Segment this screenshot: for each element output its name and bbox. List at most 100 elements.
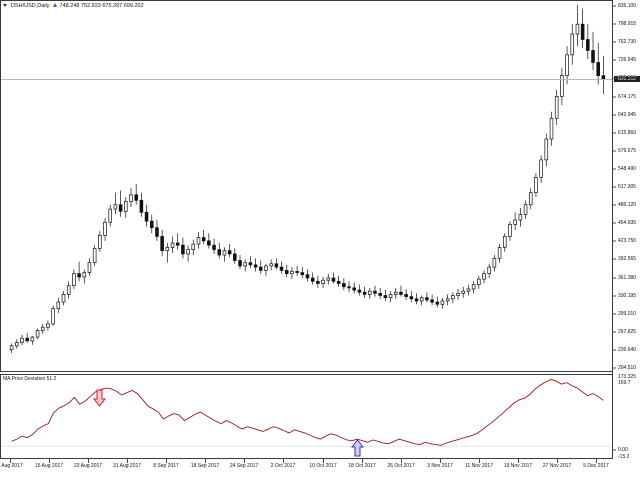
- price-tick-mark: [613, 23, 616, 25]
- price-tick-label: 267.825: [618, 328, 637, 335]
- candle-body: [435, 301, 440, 305]
- candle-body: [477, 278, 481, 285]
- symbol-bar[interactable]: DSH/USD,Daily 748.248 752.923 675.397 69…: [0, 0, 640, 11]
- date-tick-label: 15 Aug 2017: [34, 463, 64, 469]
- candle-body: [103, 221, 107, 236]
- candle-body: [207, 240, 211, 246]
- candle-body: [528, 192, 533, 206]
- date-tick-label: 3 Nov 2017: [427, 463, 453, 469]
- date-tick-label: 23 Aug 2017: [73, 463, 103, 469]
- candle-body: [196, 237, 201, 245]
- candle-body: [227, 250, 232, 255]
- candle-body: [139, 199, 144, 213]
- candle-body: [393, 291, 398, 295]
- date-tick-mark: [166, 459, 167, 463]
- price-tick-label: 423.750: [618, 238, 637, 245]
- candle-body: [149, 220, 154, 229]
- candle-body: [425, 297, 429, 301]
- price-tick-mark: [613, 204, 616, 206]
- candle-body: [181, 244, 185, 255]
- candle-body: [144, 212, 149, 222]
- date-tick-label: 10 Oct 2017: [309, 463, 337, 469]
- candle-body: [487, 266, 491, 274]
- candle-body: [46, 323, 50, 328]
- candle-body: [124, 201, 128, 212]
- price-tick-label: 330.195: [618, 292, 637, 299]
- candle-body: [419, 297, 424, 302]
- price-tick-label: 204.510: [618, 365, 637, 371]
- candle-body: [326, 277, 331, 281]
- date-tick-label: 24 Sep 2017: [229, 463, 259, 469]
- candle-body: [160, 236, 164, 252]
- candle-body: [253, 264, 258, 268]
- candle-body: [310, 277, 315, 282]
- candle-body: [414, 298, 419, 302]
- candle-body: [373, 290, 377, 294]
- date-tick-mark: [49, 459, 50, 463]
- candle-body: [336, 280, 341, 284]
- price-tick-label: 454.935: [618, 220, 637, 227]
- date-tick-mark: [127, 459, 128, 463]
- symbol-label: DSH/USD,Daily: [11, 2, 50, 9]
- candle-body: [170, 242, 175, 248]
- date-tick-label: 18 Oct 2017: [348, 463, 376, 469]
- triangle-down-icon[interactable]: [3, 4, 7, 7]
- date-tick-mark: [479, 459, 480, 463]
- candle-body: [134, 194, 138, 201]
- price-tick-mark: [613, 59, 616, 61]
- candle-body: [518, 214, 523, 221]
- candle-body: [201, 237, 206, 242]
- candle-body: [596, 62, 600, 76]
- candle-body: [35, 330, 40, 338]
- candle-body: [502, 236, 507, 248]
- candle-body: [461, 290, 466, 294]
- candle-body: [305, 274, 310, 279]
- candle-body: [321, 279, 325, 284]
- candle-body: [523, 204, 528, 215]
- candle-body: [539, 159, 543, 178]
- candle-body: [108, 208, 113, 223]
- price-tick-label: 642.945: [618, 111, 637, 118]
- candle-body: [186, 249, 190, 255]
- candle-body: [383, 295, 388, 299]
- price-tick-mark: [613, 313, 616, 315]
- date-tick-mark: [244, 459, 245, 463]
- date-tick-label: 7 Aug 2017: [0, 463, 23, 469]
- candle-body: [482, 273, 486, 280]
- price-tick-label: 299.010: [618, 310, 637, 317]
- price-tick-label: 615.860: [618, 129, 637, 136]
- price-tick-label: 361.380: [618, 274, 637, 281]
- candle-body: [580, 23, 585, 40]
- price-scale-divider: [612, 0, 613, 459]
- candle-body: [155, 227, 159, 237]
- date-tick-mark: [362, 459, 363, 463]
- price-tick-label: 726.545: [618, 57, 637, 64]
- candle-body: [513, 219, 517, 225]
- candle-body: [451, 295, 455, 300]
- date-tick-mark: [283, 459, 284, 463]
- date-tick-label: 5 Dec 2017: [583, 463, 609, 469]
- candle-body: [20, 337, 24, 343]
- candle-body: [113, 204, 118, 210]
- candle-body: [399, 291, 403, 295]
- candle-body: [56, 301, 61, 309]
- candle-body: [25, 337, 29, 342]
- candlestick-series: [9, 5, 606, 353]
- candle-body: [316, 280, 320, 284]
- indicator-tick-label: 173.325: [618, 374, 637, 380]
- candle-body: [409, 296, 414, 300]
- current-price-line: [1, 79, 612, 81]
- candle-body: [388, 294, 393, 299]
- price-tick-mark: [613, 132, 616, 134]
- candle-body: [118, 204, 123, 212]
- price-tick-mark: [613, 41, 616, 43]
- candle-body: [129, 194, 133, 202]
- date-tick-mark: [518, 459, 519, 463]
- candle-body: [40, 326, 45, 331]
- price-tick-mark: [613, 96, 616, 97]
- candle-body: [82, 272, 87, 278]
- candle-body: [352, 287, 356, 291]
- indicator-line: [11, 379, 604, 446]
- candle-body: [77, 273, 81, 278]
- candle-body: [368, 290, 372, 295]
